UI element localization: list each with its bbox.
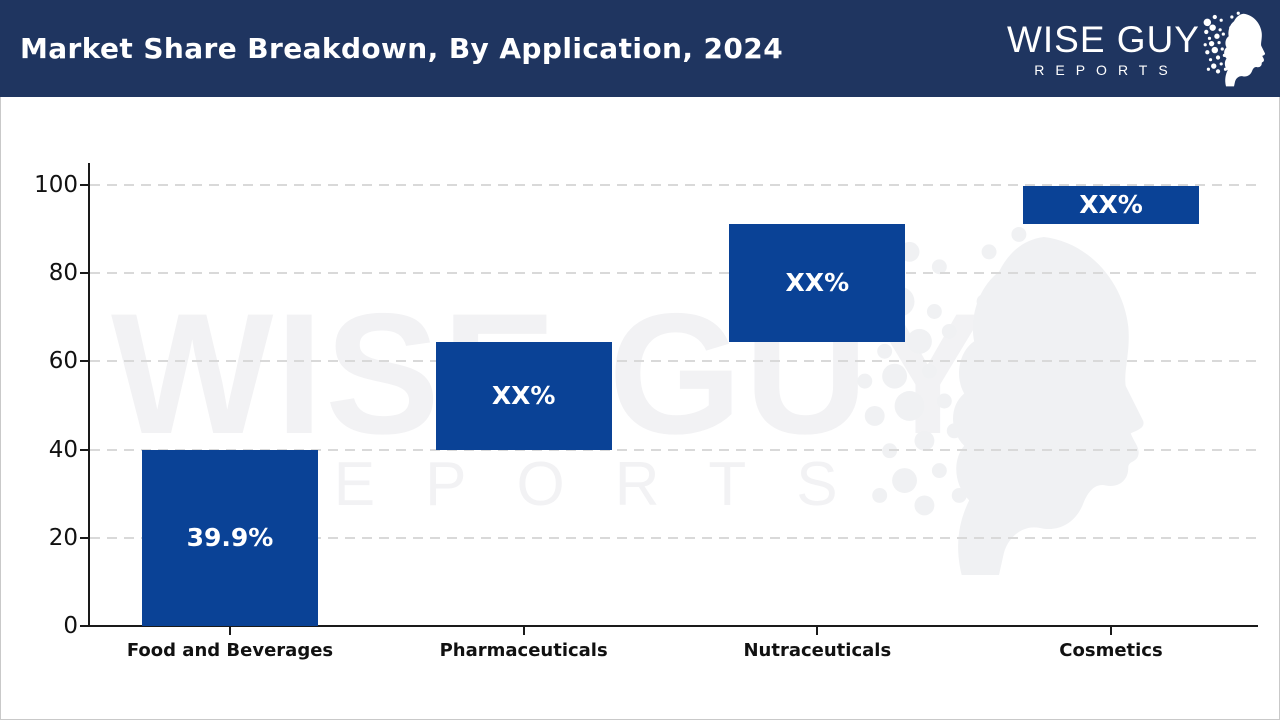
x-category-label: Cosmetics [1059,640,1163,661]
logo-subtitle: REPORTS [1034,61,1179,78]
x-tickmark [816,626,819,635]
x-category-label: Pharmaceuticals [439,640,608,661]
x-tickmark [1110,626,1112,635]
y-tickmark [80,625,90,627]
y-tickmark [80,184,90,186]
y-axis [88,163,90,627]
y-tickmark [80,536,90,539]
y-tickmark [80,272,90,275]
y-gridline [90,272,1258,275]
x-category-label: Nutraceuticals [743,640,892,661]
bar-value-label: XX% [785,267,850,297]
bar-value-label: 39.9% [186,523,274,553]
bar-segment [435,341,612,450]
wiseguy-logo: WISE GUY REPORTS [1007,10,1266,88]
wiseguy-face-icon [1203,11,1266,86]
x-axis [88,625,1258,627]
y-tickmark [80,448,90,451]
y-tick-label: 0 [63,613,78,639]
y-tickmark [80,360,90,363]
y-tick-label: 80 [48,260,78,287]
bar-segment [142,450,318,626]
y-tick-label: 60 [48,348,78,375]
x-tickmark [522,626,525,635]
header-banner: Market Share Breakdown, By Application, … [0,0,1280,97]
bar-segment [1023,185,1199,224]
bar-value-label: XX% [491,380,556,410]
x-tickmark [229,626,231,635]
bar-value-label: XX% [1079,189,1143,219]
y-tick-label: 40 [48,436,78,463]
y-gridline [90,360,1258,363]
y-gridline [90,448,1258,451]
page-title: Market Share Breakdown, By Application, … [20,32,784,65]
y-gridline [90,536,1258,539]
wiseguy-logo-text: WISE GUY REPORTS [1007,21,1200,77]
y-gridline [90,184,1258,186]
x-category-label: Food and Beverages [126,640,334,661]
logo-wordmark: WISE GUY [1006,18,1200,60]
y-tick-label: 100 [34,172,78,198]
y-tick-label: 20 [48,524,78,551]
